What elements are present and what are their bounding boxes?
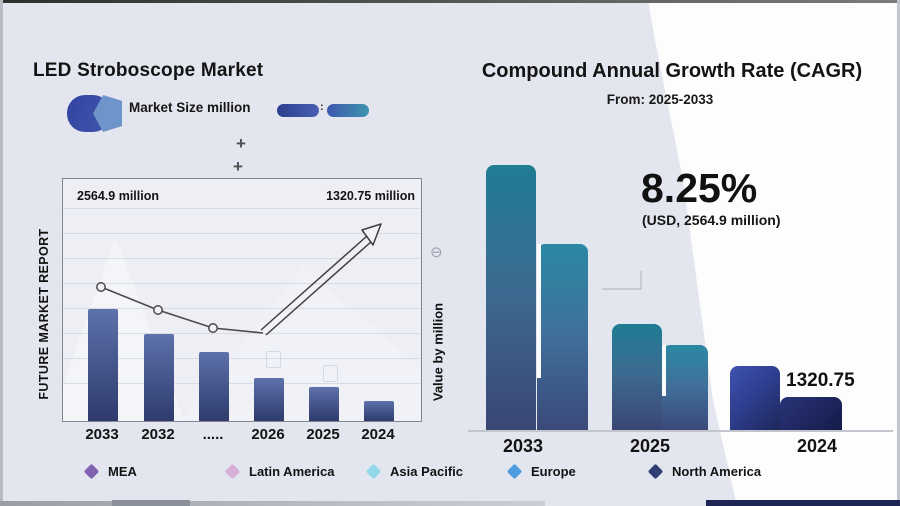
x-label-2032: 2032 xyxy=(141,426,175,443)
ghost-document-icon xyxy=(266,351,281,368)
frame-left-line xyxy=(0,0,3,506)
bar-2025 xyxy=(309,387,339,421)
legend-item-north-america: North America xyxy=(647,463,791,480)
legend-label: Asia Pacific xyxy=(390,464,463,479)
bar-gap-highlight xyxy=(661,345,666,396)
x-label-.....: ..... xyxy=(202,426,224,443)
diamond-icon xyxy=(506,463,523,480)
legend-label: Latin America xyxy=(249,464,335,479)
bottom-left-strip-dark xyxy=(112,500,190,506)
x-axis-labels: 2033 2032..... 2026 2025 2024 xyxy=(62,426,420,446)
cagr-title: Compound Annual Growth Rate (CAGR) xyxy=(481,60,863,82)
cagr-year-2025: 2025 xyxy=(629,436,671,456)
cagr-year-2024: 2024 xyxy=(796,436,838,456)
x-label-2024: 2024 xyxy=(361,426,395,443)
cagr-year-2033: 2033 xyxy=(502,436,544,456)
x-label-2033: 2033 xyxy=(85,426,119,443)
pill-icon-left xyxy=(277,104,319,117)
diamond-icon xyxy=(83,463,100,480)
x-label-2026: 2026 xyxy=(251,426,285,443)
gridline xyxy=(63,358,421,359)
x-label-2025: 2025 xyxy=(306,426,340,443)
bar-2033 xyxy=(88,309,118,421)
gridline xyxy=(63,233,421,234)
value-axis-label: Value by million xyxy=(430,302,446,402)
step-decoration xyxy=(602,271,642,290)
pill-colon: : xyxy=(320,101,324,113)
legend-label: Europe xyxy=(531,464,576,479)
legend-item-asia-pacific: Asia Pacific xyxy=(365,463,509,480)
cagr-bar-a-2025 xyxy=(612,324,662,430)
bar-..... xyxy=(199,352,229,421)
diamond-icon xyxy=(647,463,664,480)
bar-2032 xyxy=(144,334,174,421)
bar-2026 xyxy=(254,378,284,421)
legend-item-mea: MEA xyxy=(83,463,227,480)
cagr-bar-a-2033 xyxy=(486,165,536,430)
legend-label: MEA xyxy=(108,464,137,479)
region-legend: MEA Latin America Asia Pacific Europe North … xyxy=(83,463,791,480)
watermark-side-label: FUTURE MARKET REPORT xyxy=(37,228,51,400)
ghost-document-icon xyxy=(323,365,338,382)
chart-value-label-2033: 2564.9 million xyxy=(77,189,159,203)
gridline xyxy=(63,283,421,284)
legend-item-latin-america: Latin America xyxy=(224,463,368,480)
cagr-bar-b-2033 xyxy=(536,244,588,430)
cagr-bar-a-2024 xyxy=(730,366,780,430)
bar-2024 xyxy=(364,401,394,421)
bar-value-label-2024: 1320.75 xyxy=(786,370,855,391)
frame-top-line xyxy=(0,0,900,3)
bottom-left-strip xyxy=(0,501,545,506)
bar-gap-highlight xyxy=(536,244,541,378)
legend-label: North America xyxy=(672,464,762,479)
gridline xyxy=(63,258,421,259)
cagr-bar-b-2024 xyxy=(780,397,842,430)
diamond-icon xyxy=(224,463,241,480)
cagr-caption: (USD, 2564.9 million) xyxy=(642,212,781,228)
baseline-axis xyxy=(468,430,893,432)
gridline xyxy=(63,208,421,209)
circle-minus-icon: ⊖ xyxy=(430,244,443,261)
cagr-period: From: 2025-2033 xyxy=(606,92,714,107)
cagr-value: 8.25% xyxy=(641,165,758,211)
plus-icon: + xyxy=(233,157,243,176)
pill-icon-right xyxy=(327,104,369,117)
plus-icon: + xyxy=(236,134,246,153)
page-title: LED Stroboscope Market xyxy=(33,60,264,81)
cagr-bar-b-2025 xyxy=(661,345,708,430)
frame-right-line xyxy=(897,0,900,506)
gridline xyxy=(63,383,421,384)
legend-item-europe: Europe xyxy=(506,463,650,480)
market-size-label: Market Size million xyxy=(129,100,251,115)
market-size-chart: 2564.9 million 1320.75 million xyxy=(62,178,422,422)
diamond-icon xyxy=(365,463,382,480)
chart-value-label-2024: 1320.75 million xyxy=(326,189,415,203)
bottom-right-strip xyxy=(706,500,900,506)
capsule-icon xyxy=(67,95,122,132)
